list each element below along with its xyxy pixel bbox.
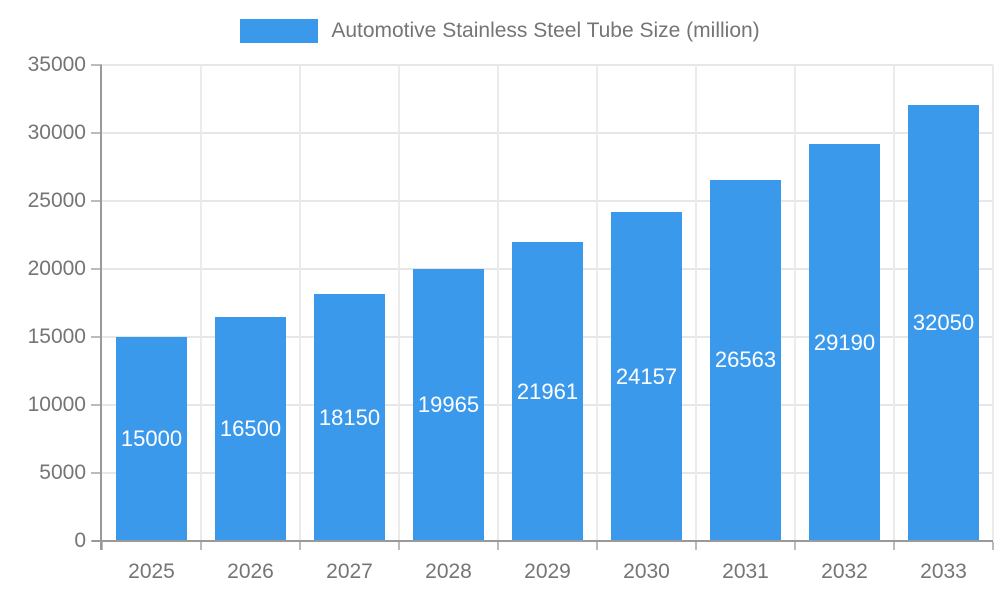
bar-value-label: 21961 <box>516 378 579 404</box>
v-gridline <box>596 65 598 541</box>
x-axis-tick-label: 2027 <box>326 560 373 583</box>
y-axis-tick <box>91 200 102 202</box>
y-axis-tick-label: 5000 <box>39 461 86 484</box>
x-axis-tick-label: 2028 <box>425 560 472 583</box>
bar[interactable]: 18150 <box>314 294 385 541</box>
bar-value-label: 15000 <box>120 426 183 451</box>
bar[interactable]: 19965 <box>413 269 484 541</box>
x-axis-tick-label: 2031 <box>722 560 769 583</box>
x-axis-tick <box>101 542 103 550</box>
bar[interactable]: 15000 <box>116 337 187 541</box>
y-axis-tick-label: 25000 <box>27 189 86 212</box>
bar-value-label: 18150 <box>318 404 381 430</box>
legend-label[interactable]: Automotive Stainless Steel Tube Size (mi… <box>331 19 760 42</box>
bar-value-label: 19965 <box>417 392 480 418</box>
h-gridline <box>102 132 993 134</box>
plot-area: 0 5000 10000 15000 20000 25000 30000 35000 15000… <box>28 53 994 583</box>
x-axis-tick <box>893 542 895 550</box>
x-axis-tick-label: 2025 <box>128 560 175 583</box>
x-axis-tick <box>794 542 796 550</box>
bar[interactable]: 16500 <box>215 316 286 541</box>
x-axis-tick <box>398 542 400 550</box>
bar[interactable]: 24157 <box>611 212 682 541</box>
bar[interactable]: 26563 <box>710 179 781 541</box>
v-gridline <box>794 65 796 541</box>
x-axis-line <box>92 540 993 542</box>
x-axis-tick <box>299 542 301 550</box>
v-gridline <box>497 65 499 541</box>
h-gridline <box>102 64 993 66</box>
y-axis-tick-label: 15000 <box>27 325 86 348</box>
x-axis-tick <box>992 542 994 550</box>
y-axis-tick-label: 35000 <box>27 53 86 76</box>
y-axis-tick <box>91 472 102 474</box>
bar-value-label: 29190 <box>813 329 876 355</box>
h-gridline <box>102 200 993 202</box>
y-axis-tick <box>91 268 102 270</box>
y-axis-tick-label: 30000 <box>27 121 86 144</box>
x-axis-tick <box>596 542 598 550</box>
v-gridline <box>695 65 697 541</box>
bar[interactable]: 29190 <box>809 144 880 541</box>
y-axis-tick <box>91 64 102 66</box>
y-axis-tick-label: 20000 <box>27 257 86 280</box>
bar-value-label: 16500 <box>219 415 282 441</box>
legend[interactable]: Automotive Stainless Steel Tube Size (mi… <box>0 19 1000 43</box>
x-axis-tick-label: 2029 <box>524 560 571 583</box>
bar[interactable]: 21961 <box>512 242 583 541</box>
bar[interactable]: 32050 <box>908 105 979 541</box>
legend-swatch[interactable] <box>240 19 319 43</box>
v-gridline <box>893 65 895 541</box>
y-axis-tick-label: 0 <box>74 529 86 552</box>
v-gridline <box>398 65 400 541</box>
x-axis-tick-label: 2032 <box>821 560 868 583</box>
x-axis-tick-label: 2033 <box>920 560 967 583</box>
y-axis-tick <box>91 132 102 134</box>
y-axis-line <box>100 65 102 550</box>
y-axis-tick-label: 10000 <box>27 393 86 416</box>
x-axis-tick-label: 2026 <box>227 560 274 583</box>
y-axis-tick <box>91 336 102 338</box>
x-axis-tick <box>200 542 202 550</box>
v-gridline <box>992 65 994 541</box>
bar-value-label: 24157 <box>615 363 678 389</box>
y-axis-tick <box>91 404 102 406</box>
bar-value-label: 32050 <box>912 310 975 336</box>
x-axis-tick <box>497 542 499 550</box>
bar-value-label: 26563 <box>714 347 777 373</box>
v-gridline <box>200 65 202 541</box>
x-axis-tick-label: 2030 <box>623 560 670 583</box>
v-gridline <box>299 65 301 541</box>
x-axis-tick <box>695 542 697 550</box>
